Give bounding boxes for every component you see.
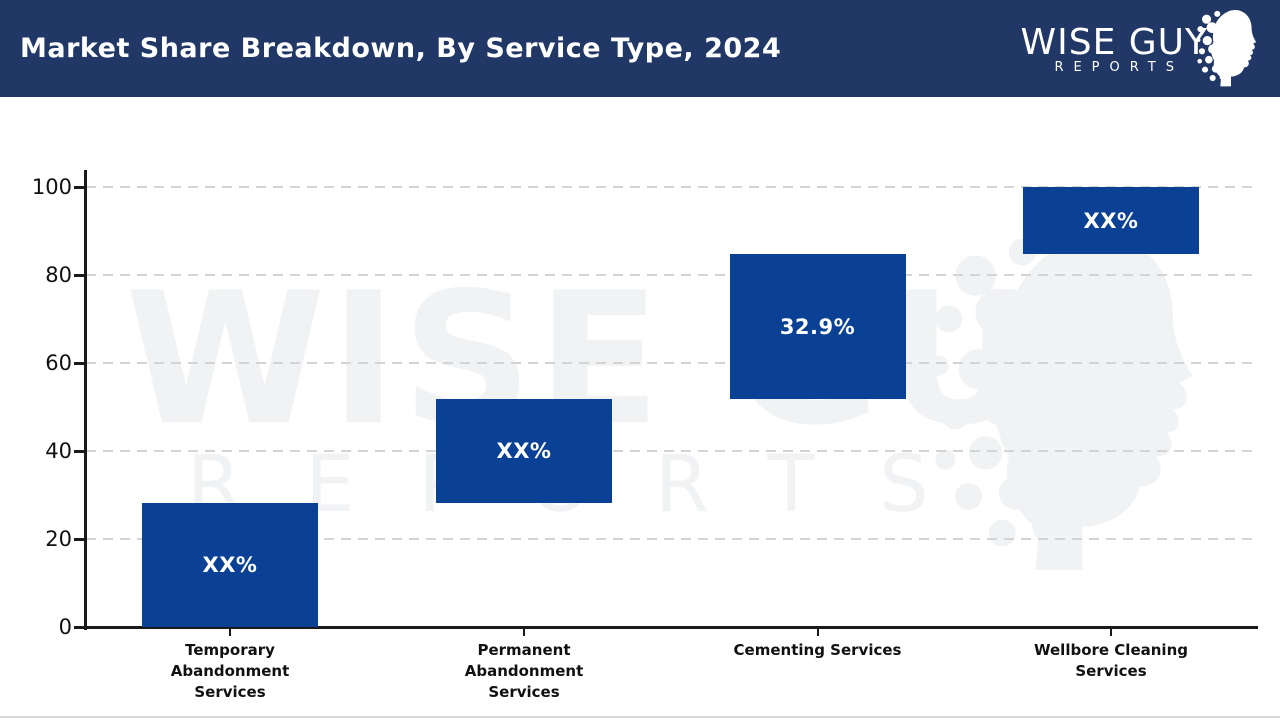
y-tick-mark: [74, 538, 84, 541]
bar-4: XX%: [1023, 187, 1199, 255]
x-tick-mark: [229, 629, 231, 636]
y-tick-mark: [74, 450, 84, 453]
bar-value-label: 32.9%: [779, 314, 856, 339]
logo-name: WISE GUY: [1020, 21, 1208, 63]
y-tick-label: 100: [31, 175, 72, 199]
x-tick-mark: [816, 629, 819, 636]
gridline-y80: [86, 274, 1258, 276]
logo-text: WISE GUY REPORTS: [1021, 23, 1209, 76]
x-category-label: Wellbore Cleaning Services: [1034, 641, 1188, 680]
bar-2: XX%: [436, 399, 612, 503]
x-tick-mark: [523, 629, 525, 636]
x-category-label: Temporary Abandonment Services: [170, 641, 290, 701]
y-axis-line: [84, 170, 87, 630]
bottom-border: [0, 716, 1280, 718]
bar-value-label: XX%: [1083, 208, 1139, 233]
x-category-label: Cementing Services: [733, 641, 902, 659]
y-tick-mark: [74, 626, 84, 629]
header-bar: Market Share Breakdown, By Service Type,…: [0, 0, 1280, 97]
bar-value-label: XX%: [202, 552, 258, 577]
x-category-label: Permanent Abandonment Services: [464, 641, 584, 701]
y-tick-label: 20: [45, 527, 72, 551]
gridline-y100: [86, 186, 1258, 188]
y-tick-label: 40: [45, 439, 72, 463]
y-tick-mark: [74, 274, 84, 277]
gridline-y60: [86, 362, 1258, 364]
y-tick-mark: [74, 362, 84, 365]
logo-face-icon: [1195, 10, 1257, 87]
x-axis-line: [84, 626, 1258, 629]
chart-title: Market Share Breakdown, By Service Type,…: [20, 33, 782, 64]
y-tick-mark: [74, 186, 84, 189]
x-tick-mark: [1110, 629, 1112, 636]
logo-subtitle: REPORTS: [1054, 60, 1185, 76]
bar-value-label: XX%: [496, 438, 552, 463]
wise-guy-reports-logo: WISE GUY REPORTS: [1021, 6, 1271, 92]
bar-1: XX%: [142, 502, 318, 627]
y-tick-label: 0: [58, 615, 72, 639]
y-tick-label: 60: [45, 351, 72, 375]
y-tick-label: 80: [45, 263, 72, 287]
gridline-y40: [86, 450, 1258, 452]
bar-3: 32.9%: [729, 254, 906, 400]
gridline-y20: [86, 538, 1258, 540]
